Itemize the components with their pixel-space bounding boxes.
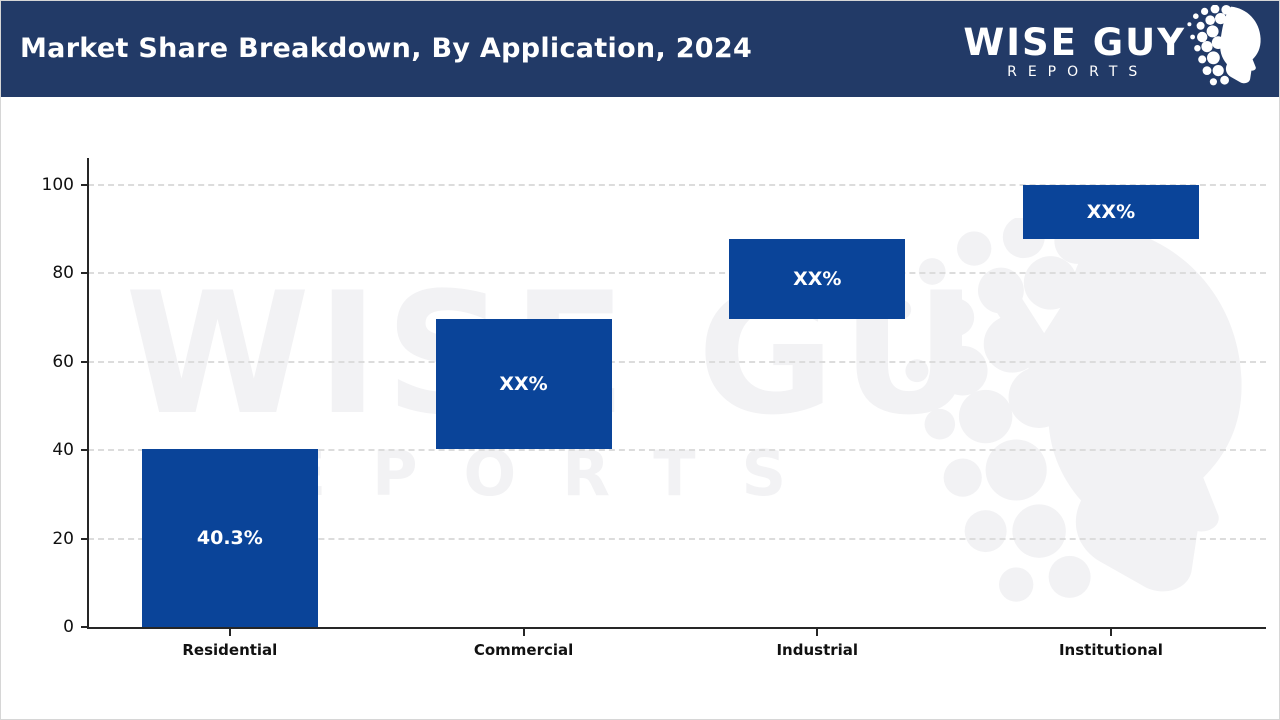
page-title: Market Share Breakdown, By Application, …: [20, 33, 753, 64]
bar-label-industrial: XX%: [793, 267, 842, 290]
x-tick-commercial: [522, 629, 525, 636]
logo-wordmark: WISE GUY: [963, 21, 1186, 64]
wiseguy-logo: WISE GUY REPORTS: [963, 4, 1266, 94]
bar-industrial: XX%: [729, 239, 906, 319]
gridline-60: [88, 360, 1266, 363]
x-tick-label-residential: Residential: [182, 641, 278, 659]
y-tick-100: [81, 183, 88, 186]
gridline-100: [88, 183, 1266, 186]
bar-institutional: XX%: [1022, 184, 1199, 240]
y-tick-label-80: 80: [52, 263, 74, 283]
x-tick-label-industrial: Industrial: [776, 641, 859, 659]
x-tick-institutional: [1109, 629, 1112, 636]
y-tick-label-40: 40: [52, 440, 74, 460]
logo-subtitle: REPORTS: [1007, 64, 1149, 80]
y-tick-60: [81, 360, 88, 363]
x-tick-label-institutional: Institutional: [1058, 641, 1163, 659]
x-tick-residential: [228, 629, 231, 636]
y-tick-label-0: 0: [63, 617, 74, 637]
header-bar: Market Share Breakdown, By Application, …: [0, 0, 1280, 97]
y-tick-40: [81, 449, 88, 451]
bar-label-institutional: XX%: [1086, 200, 1136, 223]
y-axis-line: [87, 158, 89, 629]
logo-text: WISE GUY REPORTS: [963, 24, 1186, 80]
bar-residential: 40.3%: [141, 448, 318, 627]
y-tick-20: [81, 537, 88, 540]
bar-label-commercial: XX%: [499, 372, 548, 395]
gridline-20: [88, 537, 1266, 540]
x-axis-line: [87, 627, 1266, 629]
bar-label-residential: 40.3%: [196, 526, 263, 549]
x-tick-label-commercial: Commercial: [473, 641, 574, 659]
x-tick-industrial: [816, 629, 819, 636]
y-tick-label-20: 20: [52, 528, 74, 549]
gridline-80: [88, 272, 1266, 274]
bar-commercial: XX%: [435, 318, 612, 449]
y-tick-label-60: 60: [52, 351, 74, 372]
gridline-40: [88, 449, 1266, 451]
y-tick-label-100: 100: [41, 174, 74, 195]
wiseguy-face-icon: [1187, 5, 1261, 86]
y-tick-0: [81, 626, 88, 628]
y-tick-80: [81, 272, 88, 274]
